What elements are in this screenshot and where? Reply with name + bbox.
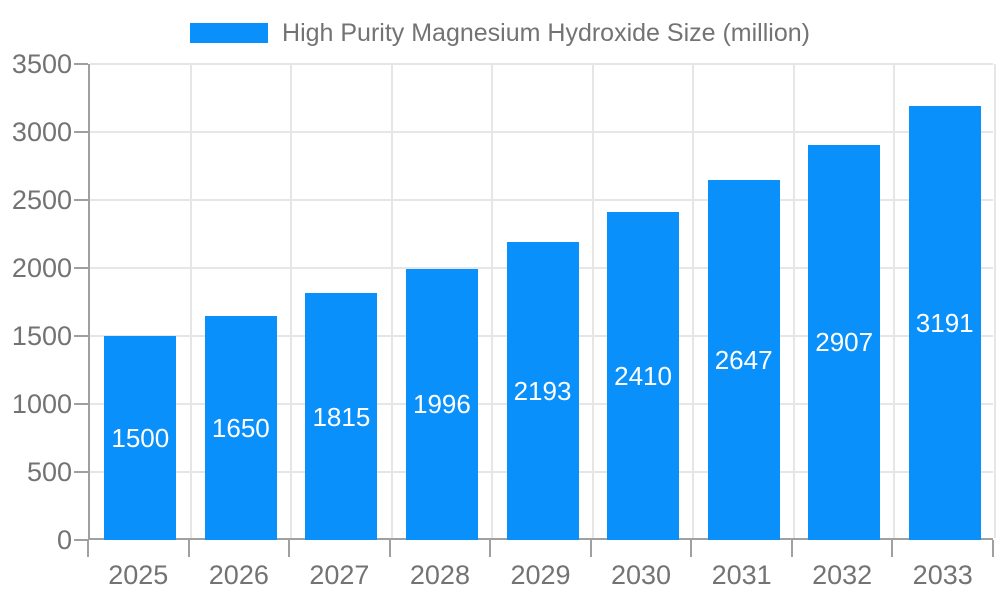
gridline-h [90,63,993,65]
legend-label: High Purity Magnesium Hydroxide Size (mi… [282,19,810,47]
y-axis-label: 3000 [11,117,72,147]
y-axis-tick [74,335,88,337]
bar-value-label: 2410 [614,361,672,392]
bar-value-label: 2193 [513,375,572,406]
bar[interactable] [204,315,277,540]
bar[interactable] [506,241,579,540]
bar[interactable] [607,212,680,540]
x-axis-label: 2030 [611,560,672,590]
bar-value-label: 2907 [815,327,874,358]
x-axis-tick [992,540,994,557]
y-axis-tick [74,403,88,405]
gridline-v [994,64,996,538]
y-axis-tick [74,267,88,269]
chart-legend[interactable]: High Purity Magnesium Hydroxide Size (mi… [0,12,1000,54]
y-axis-tick [74,63,88,65]
bar-value-label: 1500 [111,423,170,453]
x-axis-tick [288,540,291,557]
x-axis-label: 2031 [711,560,772,590]
gridline-v [591,64,594,538]
legend-swatch [190,23,269,43]
x-axis-tick [489,540,492,557]
bar[interactable] [305,293,378,540]
bar-value-label: 1996 [413,389,471,420]
y-axis-label: 500 [26,457,72,487]
x-axis-tick [388,540,391,557]
y-axis-tick [74,539,88,541]
x-axis-label: 2029 [510,560,571,590]
gridline-v [491,64,494,538]
bar-value-label: 1815 [312,401,371,432]
x-axis-label: 2025 [108,560,169,590]
gridline-h [90,131,993,133]
x-axis-label: 2028 [409,560,470,590]
x-axis-tick [790,540,793,557]
gridline-v [290,64,293,538]
bar[interactable] [707,180,780,540]
x-axis-label: 2033 [912,560,973,590]
bar[interactable] [104,336,177,540]
gridline-h [90,199,993,201]
x-axis-tick [690,540,693,557]
x-axis-tick [87,540,89,557]
y-axis-label: 3500 [11,49,72,79]
x-axis-tick [187,540,190,557]
plot-area: 1500 1650 1815 1996 2193 2410 2647 2907 3191 [88,63,996,540]
bar-value-label: 1650 [211,412,270,443]
y-axis-tick [74,471,88,473]
x-axis-tick [891,540,894,557]
y-axis-label: 2500 [11,185,72,215]
y-axis-label: 2000 [11,253,72,283]
x-axis-tick [589,540,592,557]
x-axis-label: 2026 [208,560,269,590]
bar[interactable] [405,268,478,540]
y-axis-tick [74,199,88,201]
gridline-v [189,64,192,538]
gridline-v [792,64,795,538]
y-axis-label: 0 [56,525,72,555]
bar-value-label: 3191 [915,308,974,338]
y-axis-label: 1500 [11,321,72,351]
y-axis-tick [74,131,88,133]
gridline-v [692,64,695,538]
x-axis-label: 2032 [812,560,873,590]
y-axis-label: 1000 [11,389,72,419]
gridline-v [390,64,393,538]
x-axis-label: 2027 [309,560,370,590]
bar[interactable] [908,106,981,540]
gridline-v [893,64,896,538]
bar[interactable] [808,144,881,540]
bar-value-label: 2647 [714,345,773,375]
